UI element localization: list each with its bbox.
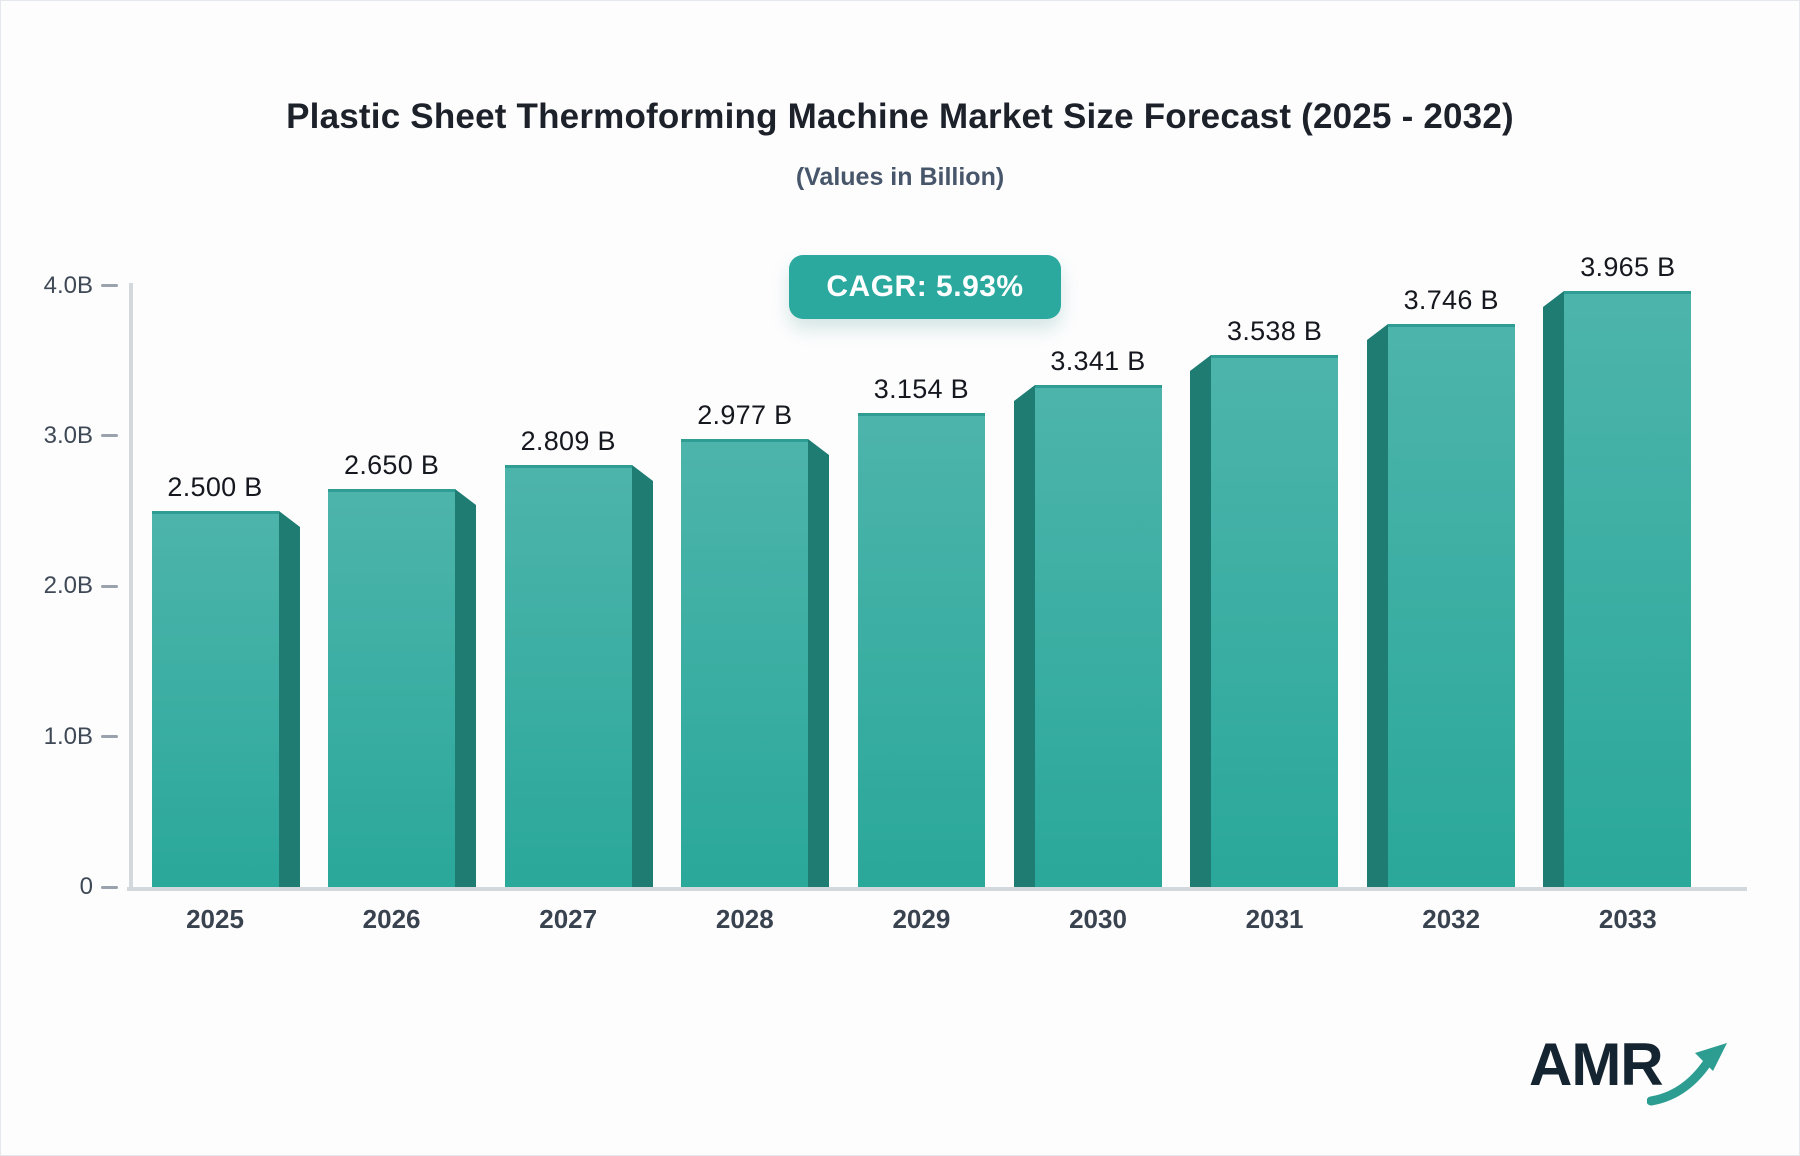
- bar-2025: [151, 511, 300, 887]
- value-label-2026: 2.650 B: [344, 450, 440, 480]
- bar-2033: [1543, 291, 1692, 887]
- y-tick-mark: [101, 434, 118, 438]
- bar-2031: [1190, 355, 1339, 887]
- x-axis-line: [127, 887, 1747, 891]
- x-axis-label-2032: 2032: [1422, 904, 1481, 934]
- y-tick-label-0: 0: [79, 873, 93, 900]
- amr-logo-arrow-icon: [1647, 1043, 1727, 1106]
- x-axis-label-2030: 2030: [1069, 904, 1127, 934]
- value-label-2027: 2.809 B: [520, 426, 616, 456]
- x-axis-label-2028: 2028: [715, 904, 774, 934]
- amr-logo-text: AMR: [1529, 1031, 1664, 1098]
- y-tick-label-1.0B: 1.0B: [43, 722, 93, 750]
- cagr-badge: CAGR: 5.93%: [789, 255, 1061, 319]
- y-tick-label-2.0B: 2.0B: [43, 572, 93, 600]
- y-tick-mark: [101, 584, 118, 588]
- bar-2029: [857, 413, 985, 887]
- value-label-2025: 2.500 B: [167, 472, 263, 502]
- y-tick-mark: [101, 735, 118, 739]
- bar-2030: [1013, 385, 1162, 887]
- y-tick-label-3.0B: 3.0B: [43, 421, 93, 449]
- y-tick-mark: [101, 885, 118, 889]
- y-axis-line: [129, 283, 133, 891]
- bar-2032: [1366, 324, 1515, 887]
- value-label-2029: 3.154 B: [873, 374, 969, 404]
- x-axis-label-2025: 2025: [186, 904, 244, 934]
- chart-title: Plastic Sheet Thermoforming Machine Mark…: [286, 97, 1514, 136]
- x-axis-label-2027: 2027: [539, 904, 598, 934]
- chart-subtitle: (Values in Billion): [795, 163, 1005, 191]
- x-axis-label-2026: 2026: [362, 904, 421, 934]
- x-axis-label-2033: 2033: [1598, 904, 1657, 934]
- value-label-2033: 3.965 B: [1580, 252, 1676, 282]
- bar-2026: [328, 489, 477, 887]
- bar-2028: [681, 439, 830, 887]
- bar-2027: [504, 465, 653, 887]
- y-tick-label-4.0B: 4.0B: [43, 271, 93, 299]
- value-label-2031: 3.538 B: [1227, 316, 1323, 346]
- x-axis-label-2029: 2029: [892, 904, 951, 934]
- value-label-2030: 3.341 B: [1050, 346, 1146, 376]
- value-label-2028: 2.977 B: [697, 400, 793, 430]
- value-label-2032: 3.746 B: [1403, 285, 1499, 315]
- y-tick-mark: [101, 284, 118, 287]
- x-axis-label-2031: 2031: [1245, 904, 1304, 934]
- amr-logo: AMR: [1529, 1033, 1759, 1113]
- cagr-badge-label: CAGR: 5.93%: [826, 270, 1024, 303]
